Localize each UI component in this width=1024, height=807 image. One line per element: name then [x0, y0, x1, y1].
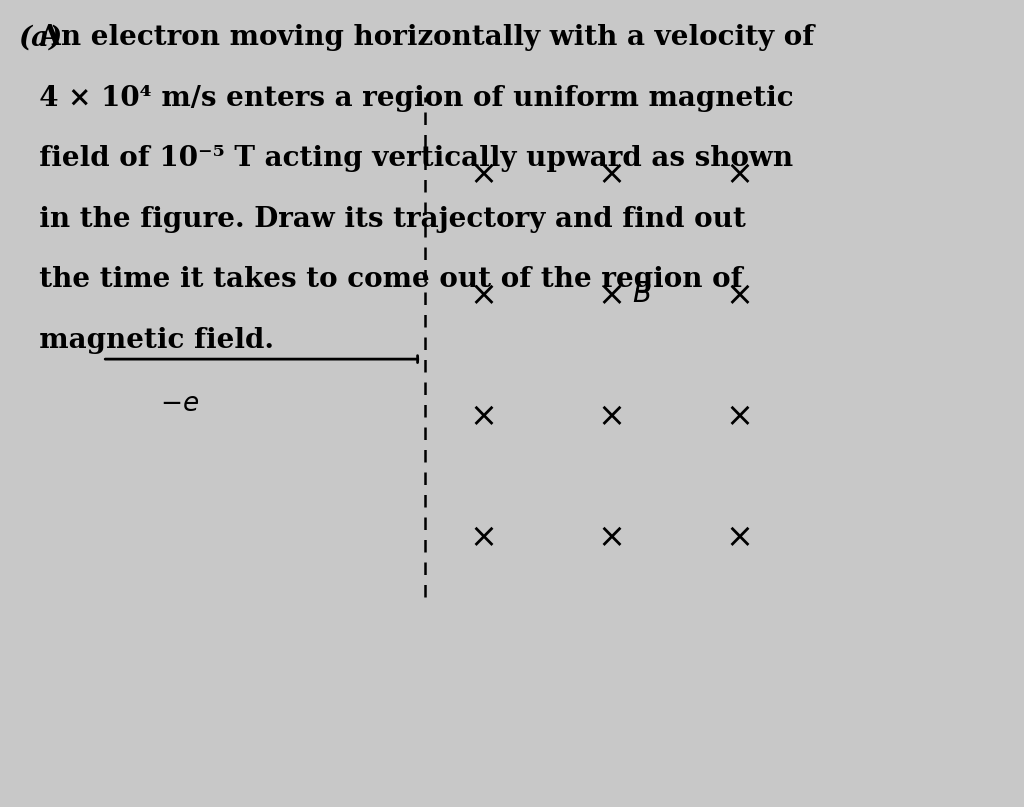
Text: $\times$: $\times$ — [469, 278, 494, 311]
Text: $\times$: $\times$ — [725, 521, 750, 553]
Text: $\times$: $\times$ — [469, 521, 494, 553]
Text: $\times$: $\times$ — [725, 399, 750, 432]
Text: $B$: $B$ — [632, 281, 651, 308]
Text: $\times$: $\times$ — [725, 278, 750, 311]
Text: $\times$: $\times$ — [597, 521, 622, 553]
Text: 4 × 10⁴ m/s enters a region of uniform magnetic: 4 × 10⁴ m/s enters a region of uniform m… — [20, 85, 794, 111]
Text: in the figure. Draw its trajectory and find out: in the figure. Draw its trajectory and f… — [20, 206, 746, 232]
Text: the time it takes to come out of the region of: the time it takes to come out of the reg… — [20, 266, 743, 293]
Text: (a): (a) — [18, 24, 62, 51]
Text: magnetic field.: magnetic field. — [20, 327, 274, 353]
Text: $\times$: $\times$ — [597, 157, 622, 190]
Text: $-e$: $-e$ — [160, 391, 199, 416]
Text: $\times$: $\times$ — [597, 278, 622, 311]
Text: $\times$: $\times$ — [725, 157, 750, 190]
Text: An electron moving horizontally with a velocity of: An electron moving horizontally with a v… — [20, 24, 815, 51]
Text: $\times$: $\times$ — [597, 399, 622, 432]
Text: $\times$: $\times$ — [469, 399, 494, 432]
Text: $\times$: $\times$ — [469, 157, 494, 190]
Text: field of 10⁻⁵ T acting vertically upward as shown: field of 10⁻⁵ T acting vertically upward… — [20, 145, 794, 172]
